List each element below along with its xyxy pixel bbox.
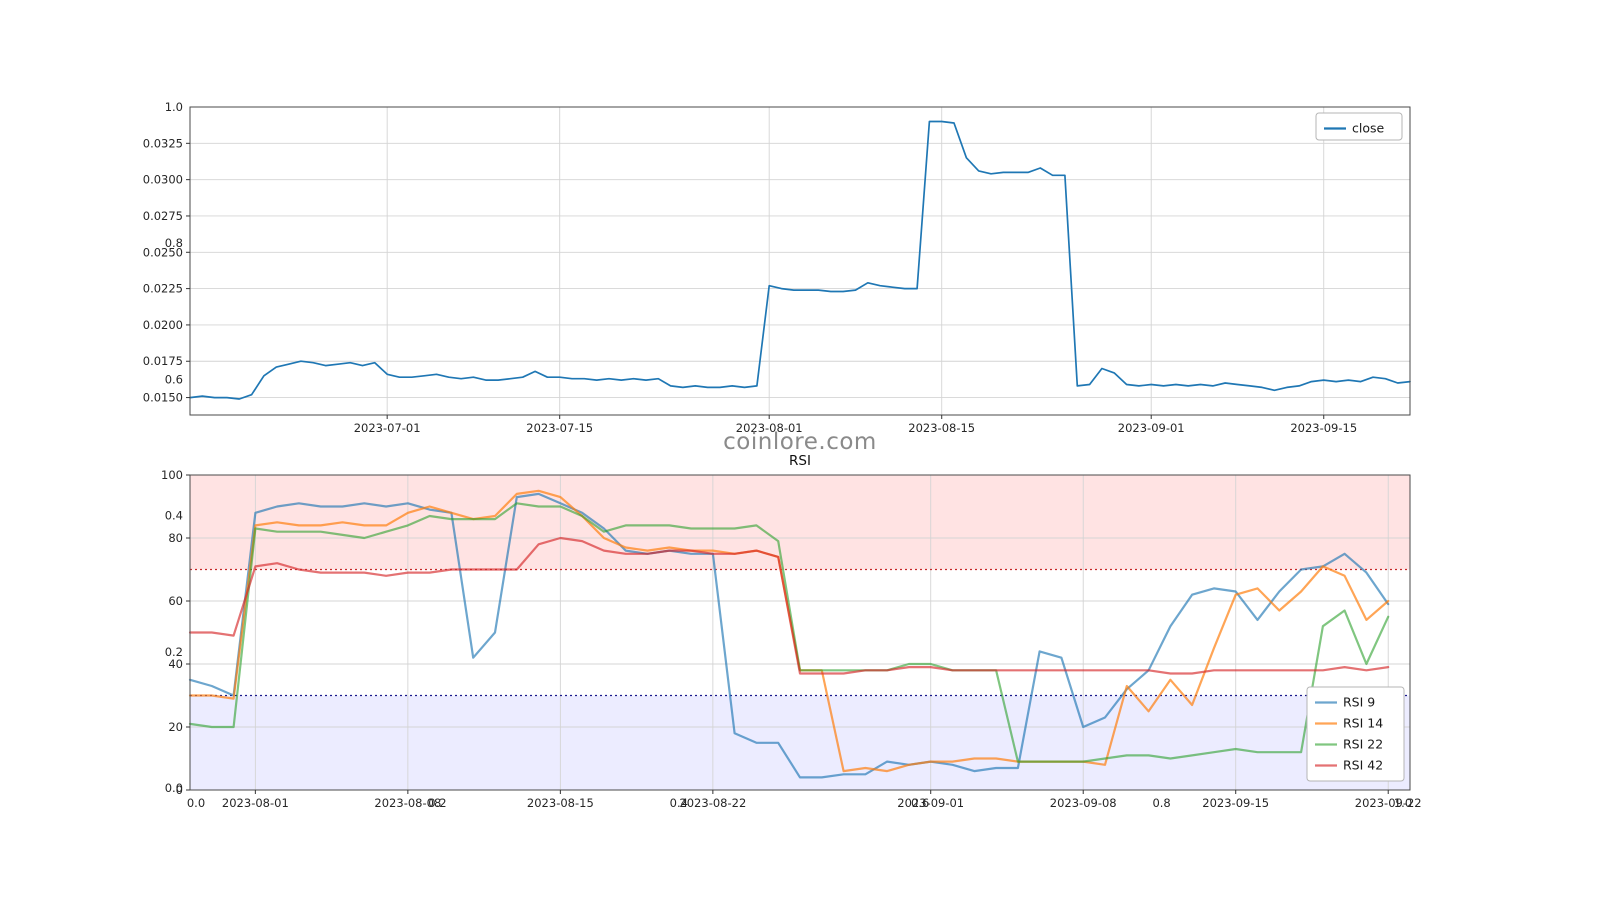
rsi-x-tick-label: 2023-08-01 (222, 796, 289, 810)
close-price-x-tick-label: 2023-09-01 (1118, 421, 1185, 435)
rsi-legend (1306, 686, 1405, 782)
close-price-x-tick-label: 2023-08-01 (736, 421, 803, 435)
watermark: coinlore.com (723, 429, 877, 455)
rsi-chart: 2023-08-01 2023-08-08 2023-08-15 2023-08-22… (161, 468, 1422, 810)
overlay-axis-labels: 0.0 0.0 0.2 0.2 0.4 0.4 0.6 0.6 0.8 0.8 1.0 1.0 (165, 100, 1412, 810)
rsi-x-tick-label: 2023-09-22 (1355, 796, 1422, 810)
legend-label: RSI 22 (1343, 737, 1383, 752)
overlay-x-tick-label: 0.2 (428, 796, 446, 810)
rsi-y-tick-label: 80 (168, 531, 183, 545)
overlay-y-tick-label: 0.4 (165, 509, 183, 523)
legend-label: RSI 42 (1343, 758, 1383, 773)
rsi-x-tick-label: 2023-09-15 (1202, 796, 1269, 810)
overlay-y-tick-label: 0.6 (165, 372, 183, 386)
overbought-band (190, 475, 1410, 570)
series-close-line (189, 120, 1411, 400)
rsi-chart-title: RSI (789, 453, 811, 469)
rsi-x-tick-label: 2023-09-08 (1050, 796, 1117, 810)
overlay-y-tick-label: 1.0 (165, 100, 183, 114)
close-price-y-tick-label: 0.0150 (143, 391, 183, 405)
rsi-x-tick-label: 2023-09-01 (897, 796, 964, 810)
close-price-x-tick-label: 2023-09-15 (1290, 421, 1357, 435)
rsi-x-tick-label: 2023-08-15 (527, 796, 594, 810)
close-price-plot-frame (189, 106, 1411, 416)
rsi-x-tick-label: 2023-08-22 (679, 796, 746, 810)
close-price-chart: 2023-07-01 2023-07-15 2023-08-01 2023-08-15… (143, 106, 1411, 435)
close-price-y-tick-label: 0.0325 (143, 136, 183, 150)
oversold-band (190, 695, 1410, 790)
close-price-x-tick-label: 2023-07-01 (354, 421, 421, 435)
close-price-y-tick-label: 0.0225 (143, 282, 183, 296)
close-price-y-tick-label: 0.0175 (143, 354, 183, 368)
legend-label: RSI 9 (1343, 695, 1375, 710)
rsi-x-tick-label: 2023-08-08 (374, 796, 441, 810)
series-rsi-42-line (188, 536, 1390, 675)
rsi-y-tick-label: 40 (168, 657, 183, 671)
overlay-y-tick-label: 0.2 (165, 645, 183, 659)
rsi-y-tick-label: 0 (176, 783, 183, 797)
overlay-x-tick-label: 1.0 (1394, 796, 1412, 810)
overlay-x-tick-label: 0.8 (1152, 796, 1170, 810)
rsi-y-tick-label: 60 (168, 594, 183, 608)
close-price-legend (1315, 112, 1403, 141)
close-price-y-tick-label: 0.0250 (143, 245, 183, 259)
rsi-plot-frame (189, 474, 1411, 791)
rsi-y-tick-label: 100 (161, 468, 183, 482)
close-price-y-tick-label: 0.0275 (143, 209, 183, 223)
close-price-x-tick-label: 2023-08-15 (908, 421, 975, 435)
series-rsi-22-line (188, 502, 1390, 763)
overlay-x-tick-label: 0.6 (911, 796, 929, 810)
legend-label: RSI 14 (1343, 716, 1383, 731)
close-price-x-tick-label: 2023-07-15 (526, 421, 593, 435)
close-price-y-tick-label: 0.0200 (143, 318, 183, 332)
series-rsi-9-line (188, 492, 1390, 779)
overlay-x-tick-label: 0.0 (187, 796, 205, 810)
overlay-y-tick-label: 0.8 (165, 236, 183, 250)
close-price-y-tick-label: 0.0300 (143, 173, 183, 187)
overlay-x-tick-label: 0.4 (670, 796, 688, 810)
legend-label: close (1352, 121, 1385, 136)
overlay-y-tick-label: 0.0 (165, 781, 183, 795)
rsi-y-tick-label: 20 (168, 720, 183, 734)
